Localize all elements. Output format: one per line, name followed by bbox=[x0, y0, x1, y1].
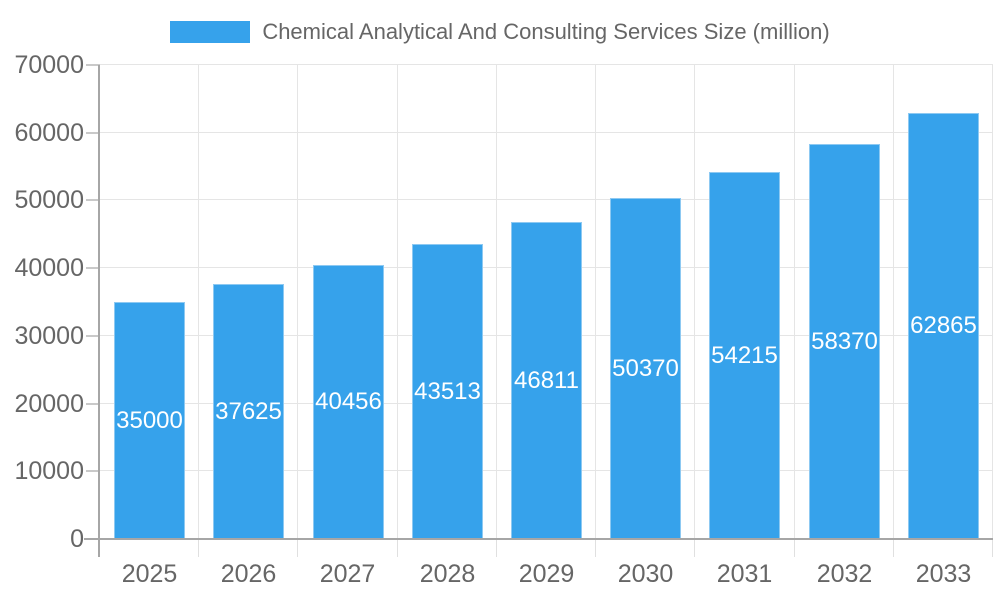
y-axis-tick-label-label: 50000 bbox=[14, 186, 84, 214]
x-axis-tick-label-label: 2027 bbox=[319, 560, 376, 588]
x-axis-tick-label: 2028 bbox=[398, 559, 497, 589]
x-axis-tick bbox=[496, 539, 497, 557]
y-axis-tick bbox=[86, 199, 100, 201]
x-axis-tick-label-label: 2026 bbox=[220, 560, 277, 588]
x-gridline bbox=[397, 65, 398, 539]
bar[interactable]: 46811 bbox=[511, 222, 582, 539]
y-axis-tick-label-label: 30000 bbox=[14, 322, 84, 350]
y-axis-tick-label-label: 0 bbox=[70, 525, 84, 553]
x-axis-tick-label-label: 2028 bbox=[419, 560, 476, 588]
x-gridline bbox=[297, 65, 298, 539]
y-axis-tick-label-label: 40000 bbox=[14, 254, 84, 282]
x-axis-tick-label: 2026 bbox=[199, 559, 298, 589]
bar[interactable]: 35000 bbox=[114, 302, 185, 539]
x-gridline bbox=[595, 65, 596, 539]
x-axis-tick-label-label: 2032 bbox=[816, 560, 873, 588]
x-axis-tick bbox=[198, 539, 199, 557]
y-axis-tick-label: 60000 bbox=[0, 118, 84, 148]
bar[interactable]: 50370 bbox=[610, 198, 681, 539]
x-axis-tick-label: 2030 bbox=[596, 559, 695, 589]
x-axis-line bbox=[84, 538, 993, 540]
y-axis-tick-label-label: 20000 bbox=[14, 390, 84, 418]
bar-value-label: 62865 bbox=[910, 312, 977, 339]
x-axis-tick-label: 2033 bbox=[894, 559, 993, 589]
y-axis-tick bbox=[86, 132, 100, 134]
x-axis-tick bbox=[794, 539, 795, 557]
bar[interactable]: 54215 bbox=[709, 172, 780, 539]
y-axis-tick-label: 30000 bbox=[0, 321, 84, 351]
bar-value-label: 50370 bbox=[612, 354, 679, 382]
y-axis-line bbox=[98, 65, 100, 557]
x-axis-tick bbox=[992, 539, 993, 557]
y-axis-tick bbox=[86, 403, 100, 405]
y-axis-tick-label-label: 10000 bbox=[14, 457, 84, 485]
y-gridline bbox=[100, 132, 993, 133]
bar-value-label: 54215 bbox=[711, 341, 778, 369]
x-gridline bbox=[794, 65, 795, 539]
bar-value-label: 46811 bbox=[514, 366, 579, 394]
bar[interactable]: 40456 bbox=[313, 265, 384, 539]
x-axis-tick-label: 2027 bbox=[298, 559, 397, 589]
x-gridline bbox=[893, 65, 894, 539]
x-axis-tick bbox=[694, 539, 695, 557]
bar[interactable]: 43513 bbox=[412, 244, 483, 539]
x-axis-tick-label: 2031 bbox=[695, 559, 794, 589]
x-axis-tick-label: 2025 bbox=[100, 559, 199, 589]
x-axis-tick-label: 2032 bbox=[795, 559, 894, 589]
y-gridline bbox=[100, 199, 993, 200]
x-gridline bbox=[496, 65, 497, 539]
x-gridline bbox=[694, 65, 695, 539]
x-axis-tick bbox=[297, 539, 298, 557]
bar-value-label: 40456 bbox=[315, 388, 382, 415]
bar[interactable]: 37625 bbox=[213, 284, 284, 539]
x-axis-tick-label-label: 2030 bbox=[617, 560, 674, 588]
y-axis-tick-label: 50000 bbox=[0, 185, 84, 215]
y-axis-tick bbox=[86, 335, 100, 337]
y-axis-tick-label: 40000 bbox=[0, 253, 84, 283]
y-axis-tick-label-label: 60000 bbox=[14, 119, 84, 147]
y-axis-tick-label: 70000 bbox=[0, 50, 84, 80]
bar[interactable]: 62865 bbox=[908, 113, 979, 539]
y-gridline bbox=[100, 64, 993, 65]
y-axis-tick-label: 20000 bbox=[0, 389, 84, 419]
legend-item[interactable]: Chemical Analytical And Consulting Servi… bbox=[0, 14, 1000, 50]
y-axis-tick bbox=[86, 470, 100, 472]
x-gridline bbox=[198, 65, 199, 539]
x-axis-tick-label: 2029 bbox=[497, 559, 596, 589]
y-axis-tick-label: 0 bbox=[0, 524, 84, 554]
bar-value-label: 58370 bbox=[811, 327, 878, 355]
legend-label: Chemical Analytical And Consulting Servi… bbox=[262, 19, 830, 44]
bar-value-label: 43513 bbox=[414, 377, 481, 405]
x-axis-tick-label-label: 2025 bbox=[121, 560, 178, 588]
bar[interactable]: 58370 bbox=[809, 144, 880, 539]
bar-value-label: 35000 bbox=[116, 406, 183, 434]
y-axis-tick-label-label: 70000 bbox=[14, 51, 84, 79]
x-axis-tick-label-label: 2033 bbox=[915, 560, 972, 588]
bar-value-label: 37625 bbox=[215, 397, 282, 425]
x-axis-tick-label-label: 2029 bbox=[518, 560, 575, 588]
x-axis-tick-label-label: 2031 bbox=[716, 560, 773, 588]
x-axis-tick bbox=[397, 539, 398, 557]
y-axis-tick bbox=[86, 64, 100, 66]
legend-swatch bbox=[170, 21, 251, 43]
x-gridline bbox=[992, 65, 993, 539]
x-axis-tick bbox=[893, 539, 894, 557]
x-axis-tick bbox=[595, 539, 596, 557]
y-axis-tick-label: 10000 bbox=[0, 456, 84, 486]
y-axis-tick bbox=[86, 267, 100, 269]
